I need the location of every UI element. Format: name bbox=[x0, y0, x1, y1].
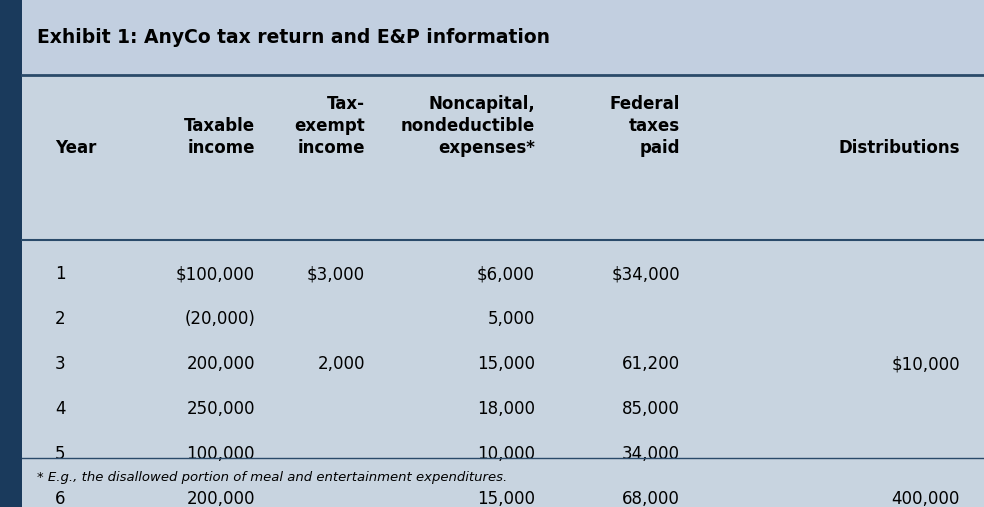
Text: Exhibit 1: AnyCo tax return and E&P information: Exhibit 1: AnyCo tax return and E&P info… bbox=[37, 28, 550, 47]
Text: expenses*: expenses* bbox=[438, 139, 535, 157]
Text: (20,000): (20,000) bbox=[184, 310, 255, 328]
Text: Noncapital,: Noncapital, bbox=[428, 95, 535, 113]
Text: 10,000: 10,000 bbox=[477, 445, 535, 463]
Text: 200,000: 200,000 bbox=[187, 355, 255, 373]
Text: 250,000: 250,000 bbox=[187, 400, 255, 418]
Text: 85,000: 85,000 bbox=[622, 400, 680, 418]
Bar bbox=[0, 0, 984, 75]
Text: paid: paid bbox=[640, 139, 680, 157]
Text: 2,000: 2,000 bbox=[318, 355, 365, 373]
Text: Federal: Federal bbox=[610, 95, 680, 113]
Text: taxes: taxes bbox=[629, 117, 680, 135]
Text: 15,000: 15,000 bbox=[477, 490, 535, 507]
Text: $3,000: $3,000 bbox=[307, 265, 365, 283]
Text: income: income bbox=[297, 139, 365, 157]
Text: * E.g., the disallowed portion of meal and entertainment expenditures.: * E.g., the disallowed portion of meal a… bbox=[37, 472, 507, 485]
Text: 1: 1 bbox=[55, 265, 66, 283]
Text: 5: 5 bbox=[55, 445, 66, 463]
Text: 200,000: 200,000 bbox=[187, 490, 255, 507]
Text: 18,000: 18,000 bbox=[477, 400, 535, 418]
Text: 3: 3 bbox=[55, 355, 66, 373]
Text: 15,000: 15,000 bbox=[477, 355, 535, 373]
Text: 400,000: 400,000 bbox=[892, 490, 960, 507]
Text: nondeductible: nondeductible bbox=[400, 117, 535, 135]
Bar bbox=[0, 0, 22, 507]
Text: $100,000: $100,000 bbox=[176, 265, 255, 283]
Text: 6: 6 bbox=[55, 490, 66, 507]
Text: income: income bbox=[188, 139, 255, 157]
Text: Tax-: Tax- bbox=[327, 95, 365, 113]
Text: 100,000: 100,000 bbox=[187, 445, 255, 463]
Text: Year: Year bbox=[55, 139, 96, 157]
Text: $6,000: $6,000 bbox=[477, 265, 535, 283]
Text: 5,000: 5,000 bbox=[488, 310, 535, 328]
Text: Distributions: Distributions bbox=[838, 139, 960, 157]
Text: 4: 4 bbox=[55, 400, 66, 418]
Text: 68,000: 68,000 bbox=[622, 490, 680, 507]
Text: $10,000: $10,000 bbox=[892, 355, 960, 373]
Text: 34,000: 34,000 bbox=[622, 445, 680, 463]
Text: 61,200: 61,200 bbox=[622, 355, 680, 373]
Text: exempt: exempt bbox=[294, 117, 365, 135]
Text: $34,000: $34,000 bbox=[611, 265, 680, 283]
Text: 2: 2 bbox=[55, 310, 66, 328]
Text: Taxable: Taxable bbox=[184, 117, 255, 135]
